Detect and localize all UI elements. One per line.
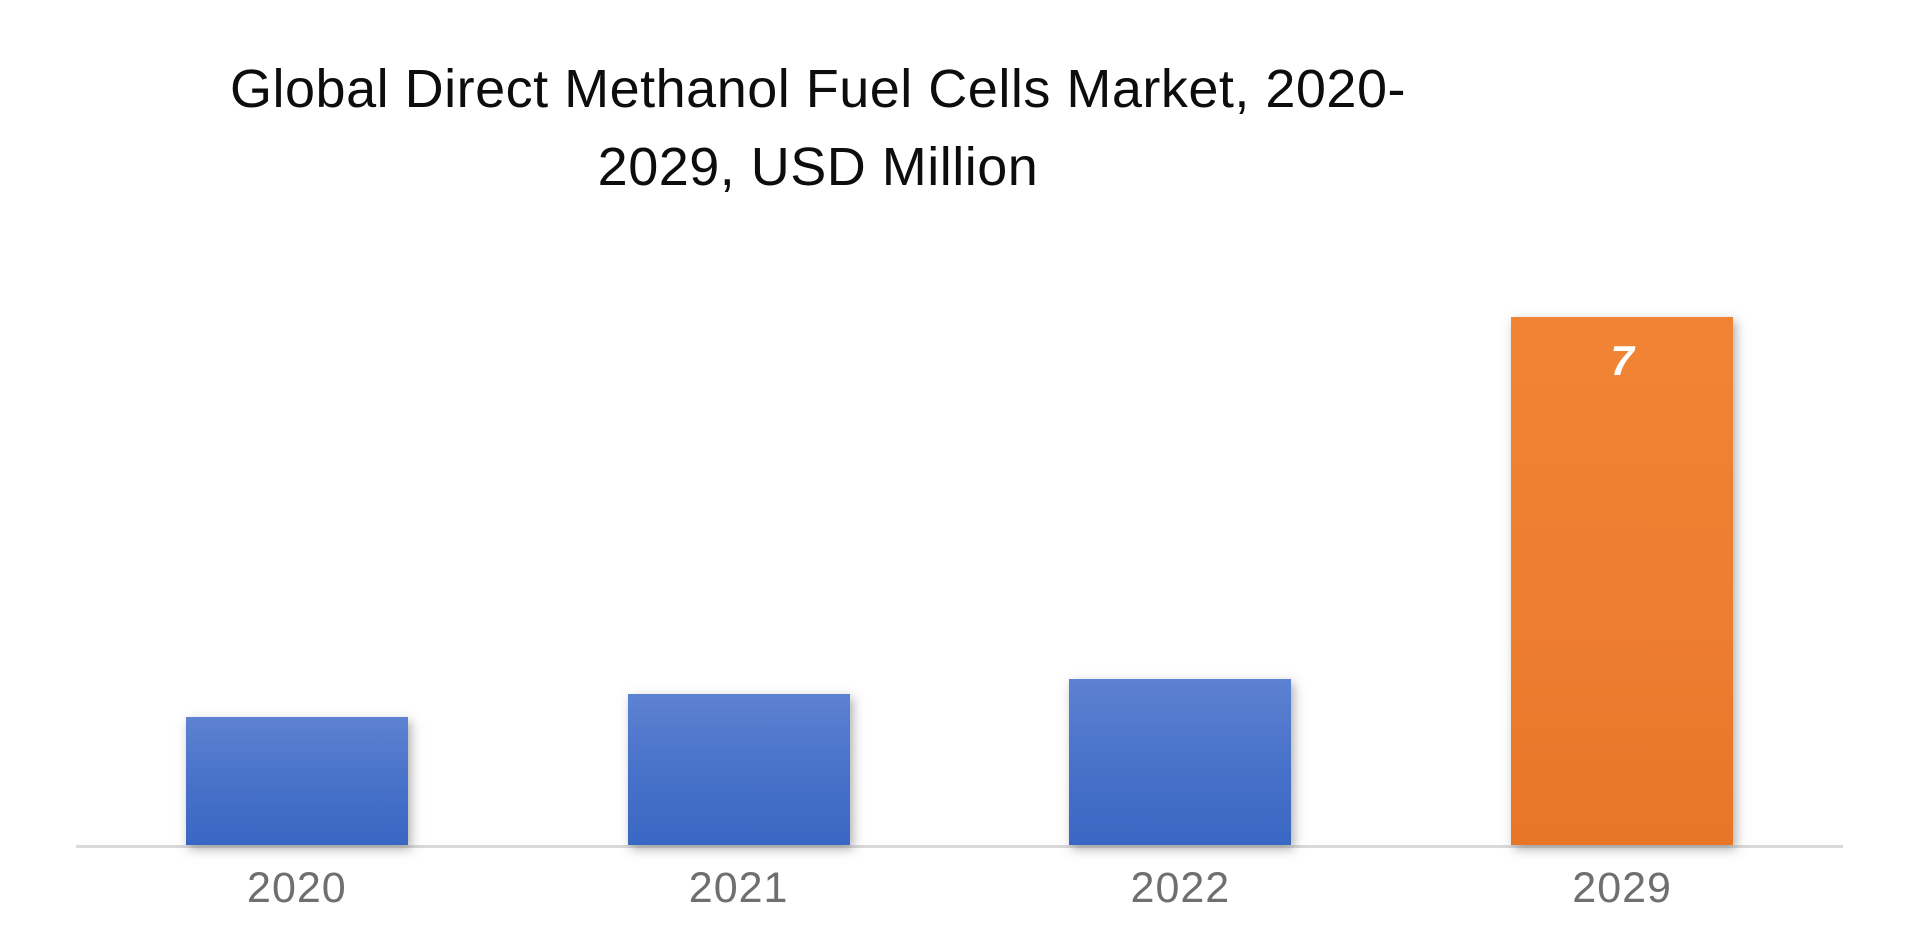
x-tick-2020: 2020: [247, 864, 347, 912]
bar-slot-2029: 7: [1401, 255, 1843, 845]
x-tick-2022: 2022: [1130, 864, 1231, 912]
bar-2022: [1069, 679, 1292, 845]
x-axis-labels: 2020 2021 2022 2029: [76, 864, 1843, 913]
bars-container: 7: [76, 255, 1843, 845]
chart-title-line2: 2029, USD Million: [597, 137, 1039, 197]
data-label-2029: 7: [1610, 337, 1634, 384]
chart-title: Global Direct Methanol Fuel Cells Market…: [178, 50, 1458, 206]
bar-2029: 7: [1511, 317, 1734, 845]
x-axis-line: [76, 845, 1843, 848]
x-tick-2021: 2021: [688, 864, 789, 912]
bar-2021: [627, 694, 850, 845]
chart-title-line1: Global Direct Methanol Fuel Cells Market…: [230, 59, 1406, 119]
bar-slot-2020: [76, 255, 518, 845]
bar-2020: [185, 717, 408, 845]
x-tick-2029: 2029: [1572, 864, 1672, 912]
bar-slot-2021: [518, 255, 960, 845]
bar-slot-2022: [960, 255, 1402, 845]
